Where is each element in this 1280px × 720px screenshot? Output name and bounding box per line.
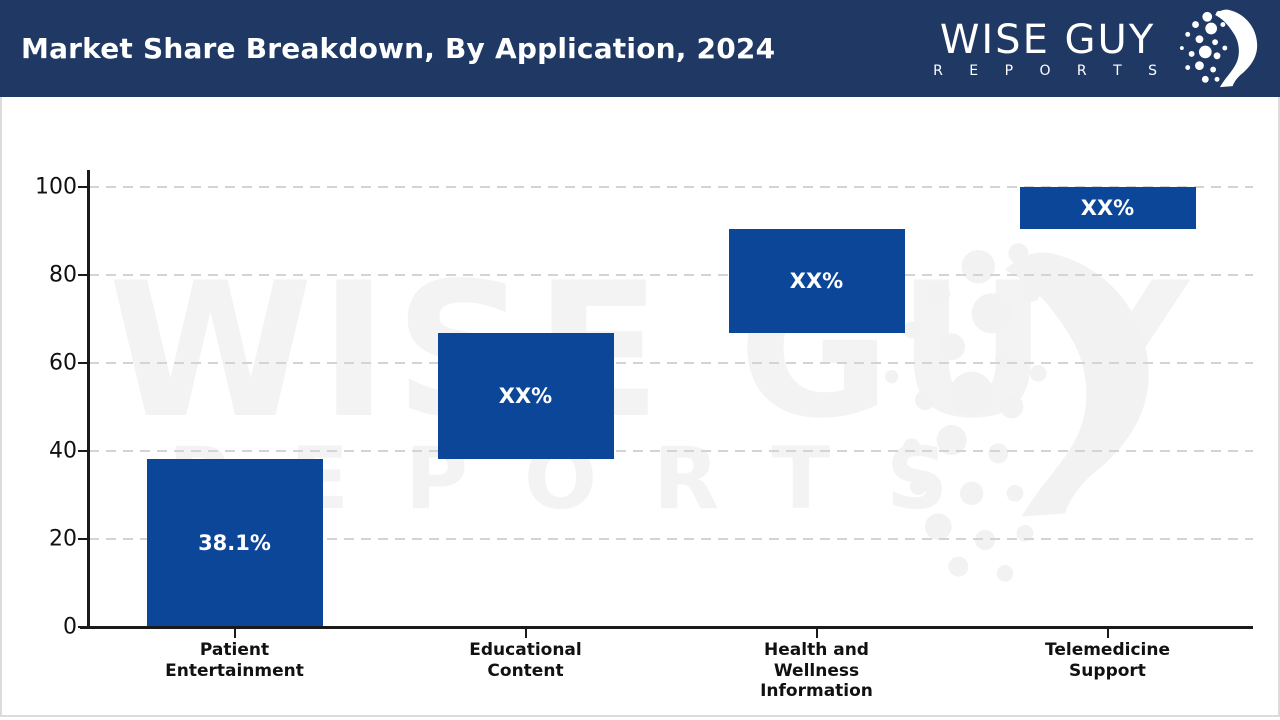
y-tick-label: 40 bbox=[49, 438, 77, 464]
x-tick-mark bbox=[1106, 629, 1109, 638]
y-tick-mark bbox=[78, 186, 87, 188]
header-bar: Market Share Breakdown, By Application, … bbox=[0, 0, 1280, 97]
y-tick-mark bbox=[78, 450, 87, 452]
category-label-line: Support bbox=[1069, 660, 1146, 681]
y-gridline bbox=[89, 274, 1253, 276]
y-gridline bbox=[89, 362, 1253, 364]
category-label-line: Content bbox=[487, 660, 564, 681]
category-label-line: Information bbox=[760, 681, 873, 702]
logo-dotted-head-icon bbox=[1179, 9, 1258, 87]
watermark-dotted-head-icon bbox=[885, 243, 1149, 582]
bar-segment: XX% bbox=[1019, 187, 1196, 229]
bar-segment: XX% bbox=[728, 228, 905, 333]
y-tick-label: 80 bbox=[49, 262, 77, 288]
category-label-line: Health and bbox=[764, 640, 869, 660]
page-title: Market Share Breakdown, By Application, … bbox=[21, 32, 776, 65]
logo-wordmark: WISE GUY R E P O R T S bbox=[927, 20, 1168, 78]
y-gridline bbox=[89, 450, 1253, 452]
y-tick-label: 0 bbox=[63, 614, 77, 640]
y-tick-mark bbox=[78, 626, 87, 628]
category-label-line: Wellness bbox=[773, 660, 860, 681]
logo-reports-text: R E P O R T S bbox=[933, 62, 1168, 79]
category-label-line: Entertainment bbox=[165, 660, 304, 681]
category-label: Telemedicine Support bbox=[1045, 640, 1170, 681]
x-axis-spine bbox=[80, 626, 1253, 629]
y-tick-mark bbox=[78, 538, 87, 540]
x-tick-mark bbox=[233, 629, 236, 638]
bar-value-label: 38.1% bbox=[198, 531, 271, 556]
bar-value-label: XX% bbox=[498, 383, 553, 408]
category-label-line: Patient bbox=[199, 640, 270, 660]
category-label: Educational Content bbox=[469, 640, 581, 681]
x-tick-mark bbox=[815, 629, 818, 638]
y-tick-mark bbox=[78, 274, 87, 276]
bar-segment: XX% bbox=[437, 332, 614, 460]
bar-segment: 38.1% bbox=[146, 459, 323, 627]
y-axis-spine bbox=[87, 170, 90, 629]
bar-value-label: XX% bbox=[1080, 195, 1135, 220]
y-gridline bbox=[89, 186, 1253, 188]
y-tick-mark bbox=[78, 362, 87, 364]
y-tick-label: 60 bbox=[49, 350, 77, 376]
category-label-line: Educational bbox=[469, 640, 582, 660]
category-label: Patient Entertainment bbox=[165, 640, 304, 681]
wise-guy-logo: WISE GUY R E P O R T S bbox=[927, 7, 1280, 91]
canvas-border bbox=[0, 97, 1280, 717]
logo-brand-text: WISE GUY bbox=[939, 16, 1156, 63]
y-tick-label: 20 bbox=[49, 526, 77, 552]
y-tick-label: 100 bbox=[35, 174, 77, 200]
bar-value-label: XX% bbox=[789, 268, 844, 293]
category-label: Health and Wellness Information bbox=[760, 640, 873, 702]
y-gridline bbox=[89, 538, 1253, 540]
category-label-line: Telemedicine bbox=[1044, 640, 1171, 660]
x-tick-mark bbox=[524, 629, 527, 638]
